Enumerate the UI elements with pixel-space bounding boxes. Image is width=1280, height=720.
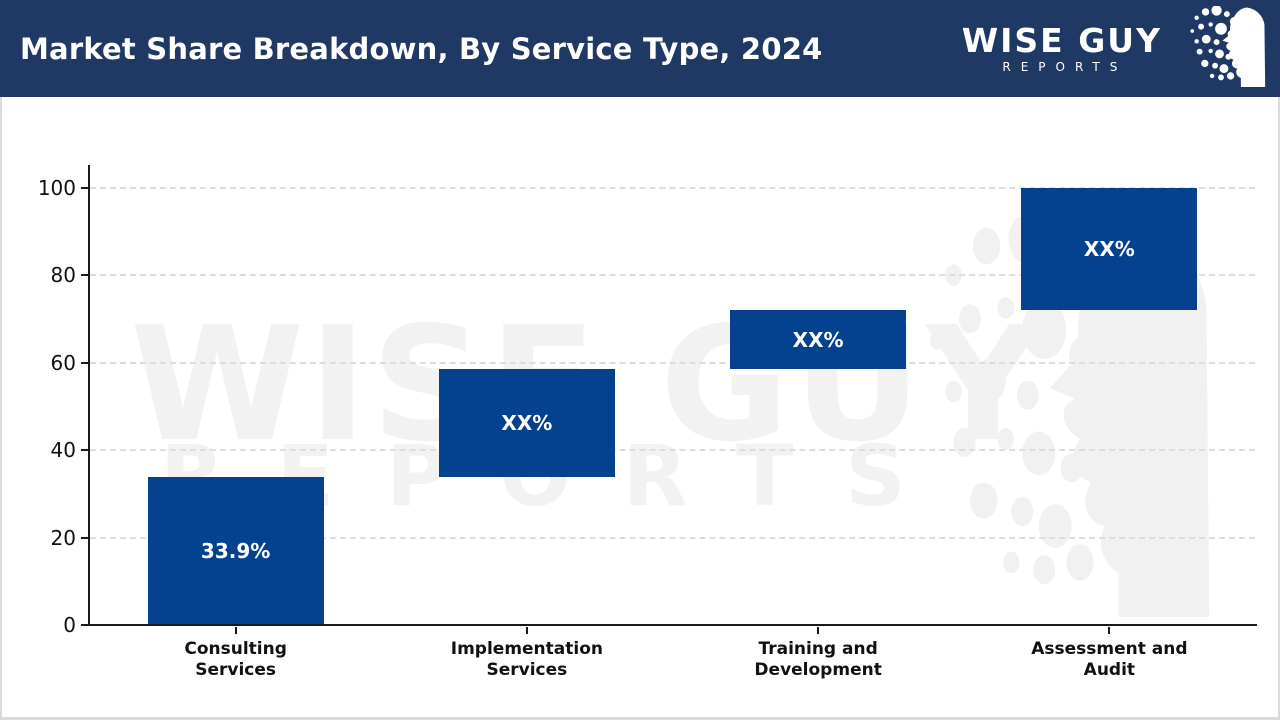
y-axis-line — [88, 165, 90, 626]
wiseguy-logo: WISE GUY REPORTS — [961, 5, 1266, 91]
y-axis-tick — [81, 624, 88, 626]
logo-line1: WISE GUY — [961, 20, 1162, 60]
header-bar: Market Share Breakdown, By Service Type,… — [0, 0, 1280, 97]
y-axis-tick — [81, 361, 88, 364]
x-axis-tick — [817, 627, 820, 634]
y-axis-tick-label: 20 — [50, 525, 76, 550]
bar-segment-4: XX% — [1021, 188, 1198, 311]
y-axis-tick-label: 100 — [37, 176, 76, 200]
y-axis-tick-label: 40 — [50, 438, 76, 463]
bar-value-label: 33.9% — [200, 538, 271, 563]
wiseguy-face-icon — [1148, 5, 1266, 91]
x-axis-tick — [234, 627, 237, 634]
y-axis-tick — [81, 536, 88, 539]
y-axis-tick — [81, 187, 88, 189]
bar-value-label: XX% — [1083, 237, 1135, 262]
x-axis-line — [88, 624, 1257, 626]
bar-value-label: XX% — [792, 327, 844, 352]
x-axis-tick — [1108, 627, 1111, 634]
x-axis-category-label: Consulting Services — [184, 639, 287, 680]
y-axis-tick-label: 60 — [50, 350, 76, 375]
page-title: Market Share Breakdown, By Service Type,… — [20, 31, 823, 66]
wiseguy-logo-text: WISE GUY REPORTS — [961, 20, 1162, 74]
gridline — [90, 187, 1255, 189]
gridline — [90, 536, 1255, 539]
logo-line2: REPORTS — [1002, 59, 1128, 74]
bar-segment-2: XX% — [438, 369, 615, 477]
bar-segment-1: 33.9% — [147, 476, 324, 625]
y-axis-tick — [81, 274, 88, 277]
x-axis-category-label: Training and Development — [754, 639, 882, 680]
x-axis-category-label: Implementation Services — [450, 639, 603, 680]
gridline — [90, 361, 1255, 364]
bar-segment-3: XX% — [730, 310, 907, 370]
y-axis-tick-label: 80 — [50, 263, 76, 288]
gridline — [90, 449, 1255, 452]
x-axis-category-label: Assessment and Audit — [1031, 639, 1188, 680]
bar-value-label: XX% — [501, 411, 553, 436]
x-axis-tick — [525, 627, 528, 634]
watermark-face-icon — [772, 213, 1212, 621]
gridline — [90, 274, 1255, 277]
y-axis-tick — [81, 449, 88, 452]
y-axis-tick-label: 0 — [63, 613, 76, 637]
